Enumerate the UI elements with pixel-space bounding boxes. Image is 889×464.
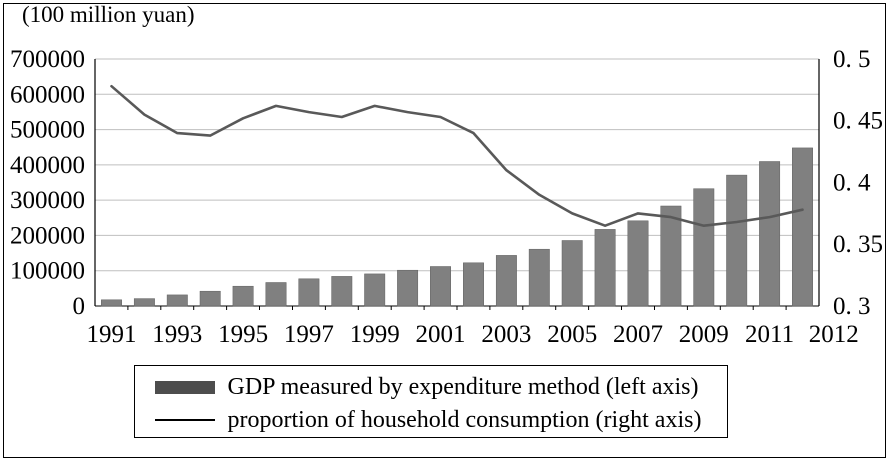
svg-text:2005: 2005: [547, 321, 597, 348]
svg-text:500000: 500000: [10, 116, 85, 143]
svg-text:2009: 2009: [678, 321, 728, 348]
svg-text:(100 million yuan): (100 million yuan): [22, 4, 194, 27]
svg-text:0. 3: 0. 3: [833, 293, 871, 320]
svg-text:2011: 2011: [745, 321, 794, 348]
svg-text:1999: 1999: [349, 321, 399, 348]
svg-text:600000: 600000: [10, 81, 85, 108]
svg-text:300000: 300000: [10, 187, 85, 214]
svg-text:2007: 2007: [613, 321, 663, 348]
svg-text:2003: 2003: [481, 321, 531, 348]
svg-text:400000: 400000: [10, 151, 85, 178]
svg-text:0. 5: 0. 5: [833, 46, 871, 73]
svg-text:0. 4: 0. 4: [833, 169, 871, 196]
svg-text:0. 45: 0. 45: [833, 107, 883, 134]
svg-text:0. 35: 0. 35: [833, 231, 883, 258]
svg-text:700000: 700000: [10, 46, 85, 73]
svg-text:1993: 1993: [152, 321, 202, 348]
svg-text:1997: 1997: [283, 321, 333, 348]
svg-text:1991: 1991: [86, 321, 136, 348]
svg-text:2012: 2012: [808, 321, 858, 348]
svg-text:1995: 1995: [218, 321, 268, 348]
svg-text:200000: 200000: [10, 222, 85, 249]
svg-text:2001: 2001: [415, 321, 465, 348]
svg-text:100000: 100000: [10, 257, 85, 284]
svg-text:0: 0: [72, 293, 85, 320]
